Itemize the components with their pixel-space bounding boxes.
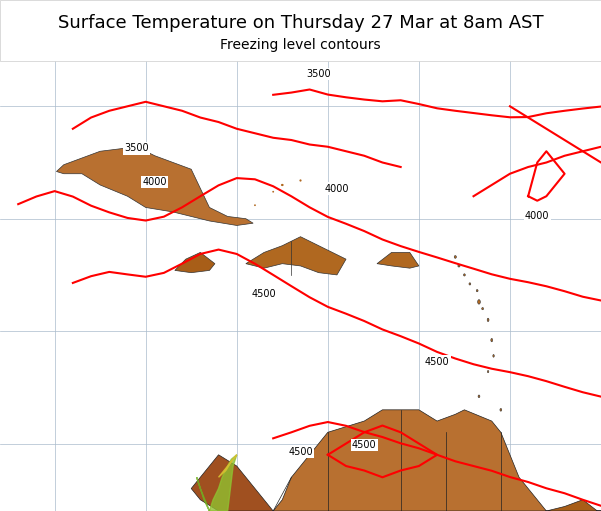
Polygon shape xyxy=(209,455,237,511)
Text: Freezing level contours: Freezing level contours xyxy=(220,42,381,56)
Ellipse shape xyxy=(254,204,256,206)
Ellipse shape xyxy=(482,308,484,310)
Text: 4500: 4500 xyxy=(288,447,313,457)
Text: 4500: 4500 xyxy=(352,440,377,450)
Ellipse shape xyxy=(493,355,494,357)
Polygon shape xyxy=(546,500,601,511)
Ellipse shape xyxy=(478,395,480,398)
Polygon shape xyxy=(191,455,273,511)
Polygon shape xyxy=(219,455,237,477)
Text: 4000: 4000 xyxy=(525,211,549,221)
Text: 4000: 4000 xyxy=(142,177,167,187)
Ellipse shape xyxy=(299,179,302,181)
Ellipse shape xyxy=(272,191,274,193)
Ellipse shape xyxy=(469,283,471,285)
Text: Surface Temperature on Thursday 27 Mar at 8am AST: Surface Temperature on Thursday 27 Mar a… xyxy=(58,14,543,32)
Ellipse shape xyxy=(487,370,489,373)
Ellipse shape xyxy=(458,265,460,267)
Ellipse shape xyxy=(491,338,493,342)
Text: 3500: 3500 xyxy=(124,143,149,153)
Polygon shape xyxy=(197,477,209,511)
Ellipse shape xyxy=(487,318,489,321)
Ellipse shape xyxy=(454,256,456,258)
Polygon shape xyxy=(273,410,601,511)
Polygon shape xyxy=(56,147,253,225)
Ellipse shape xyxy=(478,299,480,304)
Ellipse shape xyxy=(476,290,478,292)
Polygon shape xyxy=(246,237,346,275)
Text: Freezing level contours: Freezing level contours xyxy=(220,38,381,52)
Ellipse shape xyxy=(281,184,284,186)
Text: 4500: 4500 xyxy=(425,357,450,367)
Ellipse shape xyxy=(483,431,486,434)
Text: 3500: 3500 xyxy=(307,69,331,79)
Text: 4500: 4500 xyxy=(252,289,276,299)
Polygon shape xyxy=(175,252,215,273)
Text: Surface Temperature on Thursday 27 Mar at 8am AST: Surface Temperature on Thursday 27 Mar a… xyxy=(58,9,543,28)
Ellipse shape xyxy=(463,274,465,276)
Ellipse shape xyxy=(500,408,502,411)
Polygon shape xyxy=(377,252,419,268)
Text: 4000: 4000 xyxy=(325,184,349,194)
